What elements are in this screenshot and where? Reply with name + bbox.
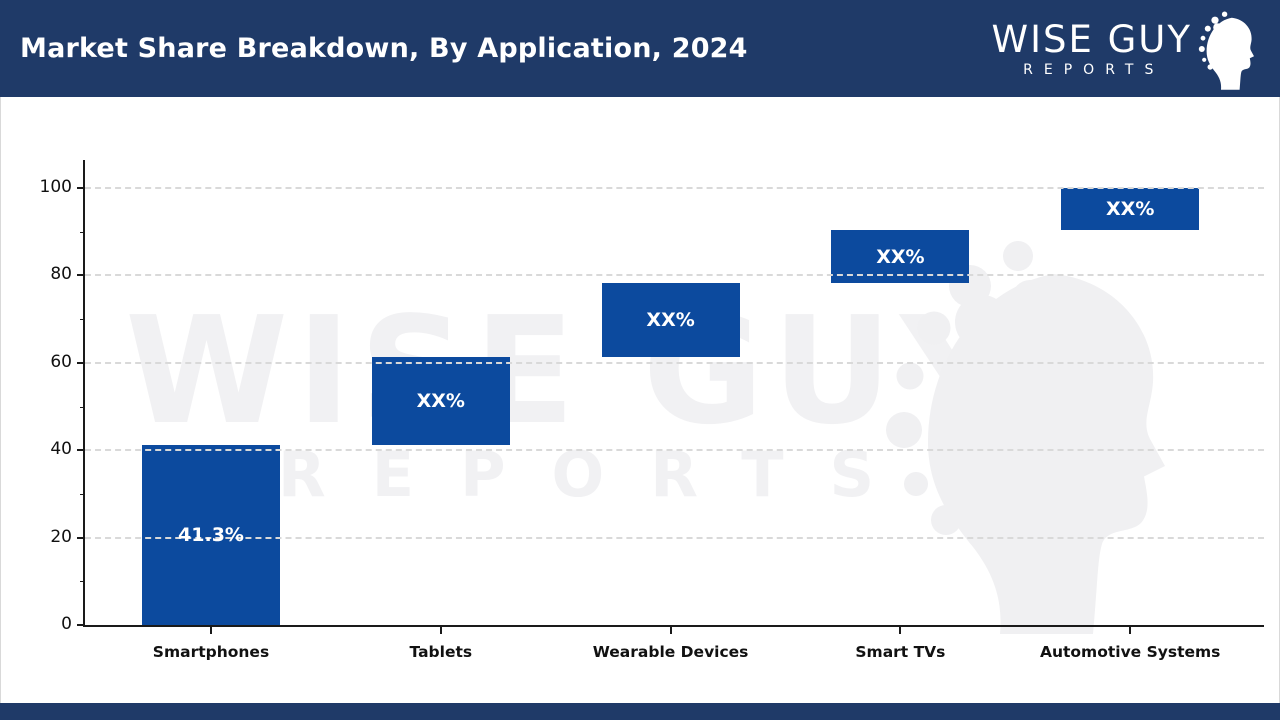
y-minor-tick-10 — [80, 581, 85, 583]
y-tick-80 — [77, 274, 85, 277]
category-label: Smartphones — [152, 643, 270, 661]
category-label: Smart TVs — [855, 643, 946, 661]
y-minor-tick-70 — [80, 319, 85, 321]
bar-smartphones — [142, 444, 280, 625]
bar-value-label: XX% — [876, 245, 925, 268]
x-tick-2 — [669, 627, 672, 634]
y-tick-60 — [77, 361, 85, 364]
bar-value-label: XX% — [1106, 198, 1155, 221]
bar-tablets — [371, 357, 510, 445]
y-minor-tick-90 — [80, 231, 85, 233]
footer-bar — [0, 703, 1280, 720]
y-tick-20 — [77, 536, 85, 539]
gridline-100 — [85, 187, 1264, 189]
gridline-40 — [85, 449, 1264, 452]
gridline-60 — [85, 361, 1264, 364]
watermark-wiseguy-text: WISE GUY — [125, 285, 1016, 457]
y-tick-label-40: 40 — [50, 439, 72, 460]
y-tick-40 — [77, 449, 85, 452]
y-tick-label-100: 100 — [39, 177, 72, 197]
bar-value-label: 41.3% — [178, 523, 244, 546]
x-tick-0 — [210, 627, 212, 634]
header-bar: Market Share Breakdown, By Application, … — [0, 0, 1280, 97]
y-tick-label-60: 60 — [50, 351, 72, 372]
x-axis-line — [83, 625, 1264, 627]
x-tick-1 — [439, 627, 442, 634]
y-tick-label-20: 20 — [50, 526, 72, 547]
gridline-80 — [85, 274, 1264, 277]
bar-automotive-systems — [1061, 188, 1200, 231]
category-label: Tablets — [409, 643, 473, 661]
brand-name: WISE GUY — [991, 17, 1192, 61]
page-title: Market Share Breakdown, By Application, … — [20, 33, 748, 64]
bar-wearable-devices — [601, 282, 740, 358]
y-axis-line — [83, 160, 85, 627]
gridline-20 — [85, 536, 1264, 539]
bar-value-label: XX% — [416, 389, 465, 412]
y-tick-100 — [77, 187, 85, 189]
x-tick-4 — [1129, 627, 1132, 634]
brand-logo: WISE GUY REPORTS — [992, 7, 1266, 91]
x-tick-3 — [899, 627, 902, 634]
y-tick-label-0: 0 — [61, 614, 72, 634]
bar-value-label: XX% — [646, 308, 695, 331]
brand-head-icon — [1198, 11, 1254, 90]
brand-subname: REPORTS — [1023, 61, 1165, 78]
category-label: Automotive Systems — [1039, 643, 1221, 661]
category-label: Wearable Devices — [592, 643, 749, 661]
y-minor-tick-50 — [80, 406, 85, 408]
y-tick-0 — [77, 624, 85, 626]
brand-logo-text: WISE GUY REPORTS — [992, 21, 1192, 77]
y-tick-label-80: 80 — [50, 264, 72, 285]
y-minor-tick-30 — [80, 493, 85, 495]
